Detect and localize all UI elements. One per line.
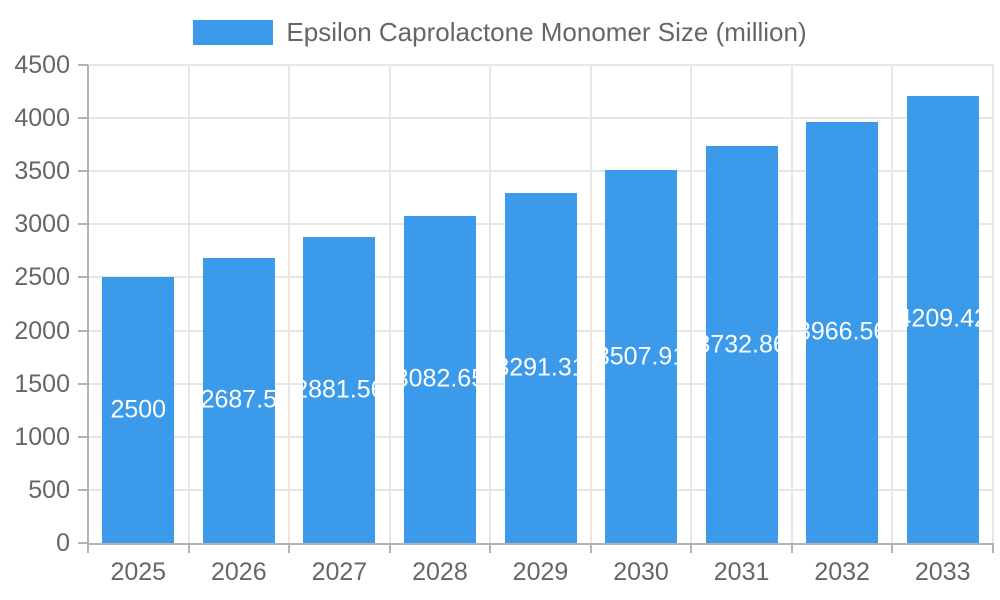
y-axis-tick-label: 2500 [14, 263, 70, 292]
x-tick-mark [288, 543, 291, 553]
y-axis-tick-label: 1000 [14, 422, 70, 451]
x-axis-tick-label: 2030 [613, 558, 669, 586]
h-gridline [88, 64, 993, 66]
v-gridline [790, 65, 793, 543]
bar-value-label: 4209.42 [907, 304, 979, 333]
y-tick-mark [78, 488, 88, 491]
y-tick-mark [78, 329, 88, 332]
x-axis-tick-label: 2029 [512, 558, 569, 586]
y-tick-mark [78, 435, 88, 438]
h-gridline [88, 170, 993, 173]
y-axis-line [87, 65, 89, 543]
x-axis-line [88, 543, 993, 545]
x-axis-tick-label: 2032 [814, 558, 870, 586]
bar[interactable]: 3966.56 [806, 121, 879, 543]
y-axis-tick-label: 3500 [14, 157, 70, 186]
v-gridline [589, 65, 592, 543]
y-axis-tick-label: 4000 [14, 104, 70, 133]
x-axis-tick-label: 2033 [914, 558, 971, 586]
bar-value-label: 3082.65 [404, 364, 476, 393]
v-gridline [187, 65, 190, 543]
x-tick-mark [489, 543, 492, 553]
x-axis-tick-label: 2025 [110, 558, 167, 586]
bar[interactable]: 2687.5 [202, 257, 275, 543]
v-gridline [690, 65, 693, 543]
y-axis-tick-label: 3000 [14, 210, 70, 239]
x-axis-tick-label: 2031 [713, 558, 770, 586]
bar-value-label: 3291.31 [505, 353, 577, 382]
x-tick-mark [589, 543, 592, 553]
bar-value-label: 2881.56 [303, 375, 375, 404]
y-axis-tick-label: 4500 [14, 51, 70, 79]
bar-value-label: 2687.5 [202, 385, 275, 414]
y-axis-tick-label: 2000 [14, 316, 70, 345]
y-tick-mark [78, 117, 88, 120]
x-tick-mark [87, 543, 89, 553]
bar[interactable]: 3082.65 [403, 215, 476, 543]
v-gridline [891, 65, 894, 543]
v-gridline [992, 65, 994, 543]
y-tick-mark [78, 170, 88, 173]
bar[interactable]: 4209.42 [906, 95, 979, 543]
y-axis-tick-label: 1500 [14, 369, 70, 398]
x-tick-mark [187, 543, 190, 553]
v-gridline [489, 65, 492, 543]
v-gridline [388, 65, 391, 543]
y-axis-tick-label: 0 [56, 529, 70, 557]
x-tick-mark [790, 543, 793, 553]
y-tick-mark [78, 542, 88, 544]
y-tick-mark [78, 223, 88, 226]
bar[interactable]: 3732.86 [705, 146, 778, 543]
x-tick-mark [388, 543, 391, 553]
bar-value-label: 3507.91 [605, 342, 677, 371]
h-gridline [88, 117, 993, 120]
y-axis-tick-label: 500 [28, 475, 70, 504]
bar-value-label: 3966.56 [806, 317, 878, 346]
y-tick-mark [78, 382, 88, 385]
legend-swatch-icon [193, 19, 274, 45]
x-tick-mark [992, 543, 994, 553]
x-axis-tick-label: 2027 [311, 558, 368, 586]
bar-value-label: 2500 [110, 395, 167, 424]
x-axis-tick-label: 2026 [211, 558, 267, 586]
x-tick-mark [690, 543, 693, 553]
y-tick-mark [78, 64, 88, 66]
bar[interactable]: 3291.31 [504, 193, 577, 543]
legend-label: Epsilon Caprolactone Monomer Size (milli… [286, 17, 807, 47]
x-axis-tick-label: 2028 [412, 558, 468, 586]
x-tick-mark [891, 543, 894, 553]
bar[interactable]: 2881.56 [303, 236, 376, 543]
bar[interactable]: 2500 [102, 277, 175, 543]
y-tick-mark [78, 276, 88, 279]
chart-legend[interactable]: Epsilon Caprolactone Monomer Size (milli… [0, 16, 1000, 48]
v-gridline [288, 65, 291, 543]
bar-value-label: 3732.86 [706, 330, 778, 359]
bar[interactable]: 3507.91 [605, 170, 678, 543]
